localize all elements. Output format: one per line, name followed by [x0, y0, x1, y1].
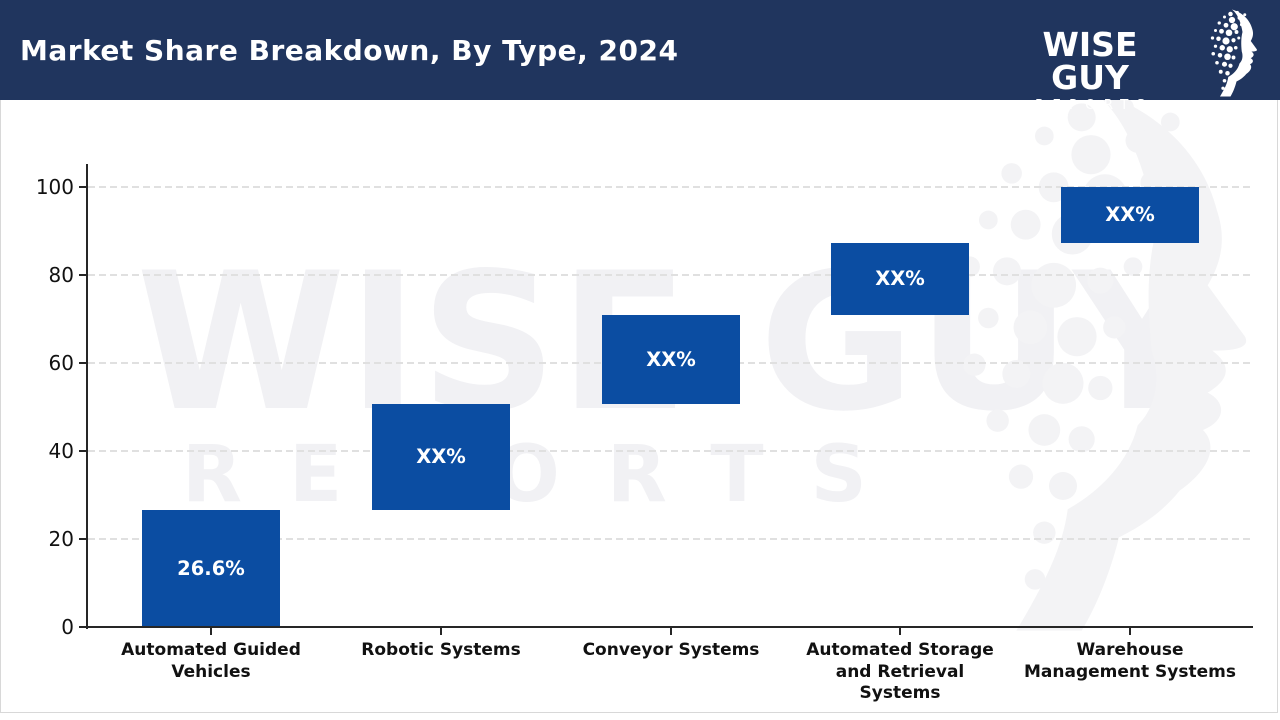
- page-title: Market Share Breakdown, By Type, 2024: [20, 33, 679, 67]
- gridline: [88, 186, 1253, 188]
- wiseguy-head-icon: [1210, 9, 1257, 97]
- y-tick-label: 0: [61, 615, 74, 639]
- bar-value-label: XX%: [1105, 203, 1155, 227]
- y-tick-mark: [79, 538, 87, 540]
- y-tick-label: 100: [35, 175, 74, 199]
- wiseguy-logo: WISE GUY REPORTS: [1002, 2, 1274, 113]
- gridline: [88, 274, 1253, 276]
- x-tick-mark: [670, 628, 672, 635]
- category-label: Warehouse Management Systems: [1024, 640, 1236, 682]
- y-axis: [86, 164, 88, 629]
- category-label: Conveyor Systems: [582, 640, 760, 660]
- y-tick-label: 80: [48, 263, 74, 287]
- header-bar: Market Share Breakdown, By Type, 2024 WI…: [0, 0, 1280, 113]
- bar-segment: 26.6%: [142, 509, 280, 627]
- bar-segment: XX%: [1061, 187, 1199, 243]
- bar-value-label: XX%: [646, 347, 696, 371]
- x-tick-mark: [440, 628, 442, 635]
- y-tick-label: 60: [48, 351, 74, 375]
- watermark-head-icon: [959, 100, 1247, 631]
- bar-value-label: XX%: [875, 267, 925, 291]
- y-tick-label: 40: [48, 439, 74, 463]
- gridline: [88, 538, 1253, 540]
- category-label: Automated Storage and Retrieval Systems: [806, 640, 994, 703]
- x-axis: [86, 626, 1253, 628]
- y-tick-label: 20: [48, 527, 74, 551]
- bar-value-label: 26.6%: [177, 556, 245, 580]
- x-tick-mark: [210, 628, 212, 635]
- x-tick-mark: [1129, 628, 1131, 635]
- bar-segment: XX%: [602, 315, 740, 404]
- category-label: Robotic Systems: [361, 640, 521, 660]
- logo-wordmark-line1: WISE GUY: [1042, 25, 1138, 97]
- logo-wordmark-line2: REPORTS: [1035, 97, 1153, 113]
- gridline: [88, 450, 1253, 452]
- x-tick-mark: [899, 628, 901, 635]
- bar-value-label: XX%: [416, 445, 466, 469]
- y-tick-mark: [79, 186, 87, 188]
- y-tick-mark: [79, 274, 87, 276]
- y-tick-mark: [79, 626, 87, 628]
- bar-segment: XX%: [831, 242, 969, 316]
- y-tick-mark: [79, 362, 87, 364]
- waterfall-chart: WISE GUY REPORTS 0 20 40 60 80 100 26.6% Automa…: [0, 100, 1280, 720]
- watermark-reports-text: REPORTS: [182, 430, 914, 520]
- category-label: Automated Guided Vehicles: [121, 640, 301, 682]
- bar-segment: XX%: [372, 403, 510, 510]
- logo-wordmark: WISE GUY REPORTS: [1002, 28, 1178, 113]
- y-tick-mark: [79, 450, 87, 452]
